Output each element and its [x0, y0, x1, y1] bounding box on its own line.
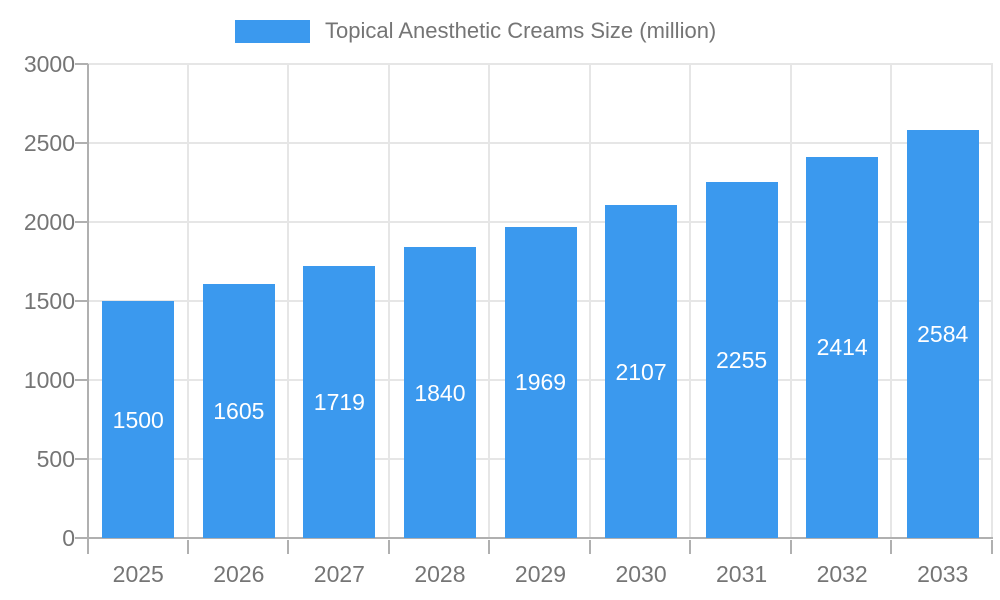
x-gridline	[387, 64, 390, 538]
x-axis-tick	[789, 540, 792, 554]
y-gridline	[88, 142, 993, 144]
y-gridline	[88, 221, 993, 223]
y-axis-label: 3000	[23, 51, 75, 77]
bar-2026[interactable]	[202, 284, 275, 538]
y-axis-line	[87, 64, 89, 554]
y-axis-tick	[75, 379, 88, 381]
bar-2028[interactable]	[403, 247, 476, 538]
bar-value-label: 1719	[313, 389, 365, 416]
x-gridline	[991, 64, 993, 538]
y-axis-tick	[75, 63, 88, 65]
x-axis-tick	[387, 540, 390, 554]
bar-value-label: 2107	[615, 358, 667, 385]
bar-2029[interactable]	[504, 226, 577, 538]
bar-2030[interactable]	[605, 205, 678, 538]
y-axis-tick	[75, 537, 88, 539]
x-gridline	[488, 64, 491, 538]
bar-2025[interactable]	[102, 301, 175, 538]
bar-2031[interactable]	[705, 181, 778, 538]
x-gridline	[890, 64, 893, 538]
bar-value-label: 1605	[213, 398, 265, 425]
x-axis-label: 2026	[213, 561, 265, 587]
y-axis-tick	[75, 300, 88, 302]
y-axis-tick	[75, 142, 88, 144]
y-axis-label: 2500	[23, 130, 75, 156]
y-axis-label: 500	[36, 446, 75, 472]
y-axis-tick	[75, 458, 88, 460]
x-gridline	[287, 64, 290, 538]
y-axis-tick	[75, 221, 88, 223]
y-axis-label: 2000	[23, 209, 75, 235]
x-axis-tick	[588, 540, 591, 554]
bar-2027[interactable]	[303, 266, 376, 538]
x-axis-label: 2027	[313, 561, 365, 587]
bar-2033[interactable]	[906, 129, 979, 538]
x-gridline	[588, 64, 591, 538]
x-gridline	[689, 64, 692, 538]
bar-value-label: 1969	[514, 369, 567, 396]
x-axis-tick	[287, 540, 290, 554]
legend-label: Topical Anesthetic Creams Size (million)	[325, 18, 717, 43]
bar-2032[interactable]	[806, 156, 879, 538]
y-gridline	[88, 63, 993, 65]
x-axis-label: 2032	[816, 561, 868, 587]
x-axis-tick	[689, 540, 692, 554]
x-gridline	[186, 64, 189, 538]
x-axis-label: 2033	[917, 561, 969, 587]
bar-value-label: 2584	[917, 320, 969, 347]
x-axis-label: 2030	[615, 561, 667, 587]
x-axis-tick	[991, 540, 993, 554]
legend-item[interactable]: Topical Anesthetic Creams Size (million)	[235, 17, 716, 45]
bar-value-label: 1840	[414, 379, 466, 406]
y-axis-label: 1000	[23, 367, 75, 393]
x-gridline	[789, 64, 792, 538]
y-axis-label: 1500	[23, 288, 75, 314]
x-axis-line	[88, 537, 993, 539]
y-axis-label: 0	[62, 525, 75, 551]
x-axis-label: 2029	[514, 561, 567, 587]
x-axis-label: 2031	[716, 561, 768, 587]
bar-value-label: 2255	[716, 346, 768, 373]
bar-value-label: 2414	[816, 334, 868, 361]
x-axis-tick	[890, 540, 893, 554]
x-axis-label: 2025	[112, 561, 164, 587]
bar-value-label: 1500	[112, 406, 164, 433]
x-axis-tick	[488, 540, 491, 554]
legend-swatch	[235, 19, 310, 43]
x-axis-tick	[186, 540, 189, 554]
x-axis-label: 2028	[414, 561, 466, 587]
